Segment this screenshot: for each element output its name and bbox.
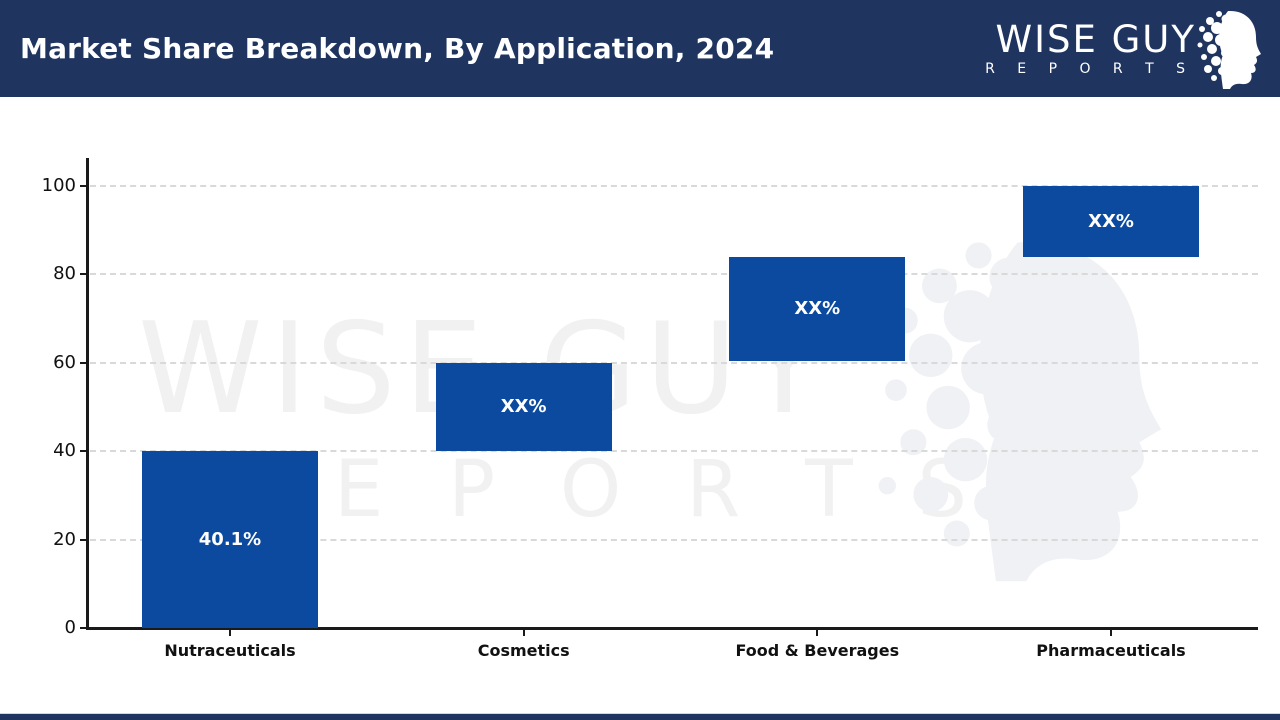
x-tick-mark — [816, 628, 819, 636]
y-tick-mark — [80, 361, 88, 364]
y-tick-label: 0 — [64, 617, 76, 638]
gridline — [90, 185, 1258, 187]
logo-wordmark-line2: R E P O R T S — [985, 61, 1194, 77]
logo-wordmark-line1: WISE GUY — [995, 18, 1196, 61]
x-category-label: Nutraceuticals — [164, 641, 296, 660]
bar-nutraceuticals: 40.1% — [142, 450, 318, 628]
y-tick-mark — [80, 538, 88, 541]
x-axis-line — [86, 627, 1258, 630]
bar-value-label: XX% — [794, 298, 841, 320]
y-tick-label: 60 — [53, 351, 76, 373]
logo-face-icon — [1197, 10, 1261, 89]
footer-bar — [0, 714, 1280, 720]
y-tick-mark — [80, 627, 88, 629]
gridline — [90, 273, 1258, 276]
y-tick-mark — [80, 450, 88, 453]
y-tick-mark — [80, 185, 88, 187]
x-category-label: Cosmetics — [477, 641, 570, 660]
bar-pharmaceuticals: XX% — [1023, 186, 1199, 258]
x-tick-mark — [229, 628, 231, 636]
y-axis-line — [86, 158, 89, 630]
x-category-label: Food & Beverages — [735, 641, 900, 660]
x-category-label: Pharmaceuticals — [1036, 641, 1186, 660]
watermark-subtext: R E P O R T S — [215, 445, 988, 535]
y-tick-label: 40 — [53, 440, 76, 462]
x-tick-mark — [1110, 628, 1112, 636]
y-tick-label: 20 — [53, 528, 76, 550]
bar-value-label: 40.1% — [198, 528, 262, 550]
header-bar: Market Share Breakdown, By Application, … — [0, 0, 1280, 97]
bar-cosmetics: XX% — [435, 362, 612, 452]
y-tick-label: 100 — [41, 175, 76, 196]
y-tick-mark — [80, 273, 88, 276]
watermark-face-icon — [878, 242, 1162, 582]
bar-value-label: XX% — [500, 396, 547, 418]
logo-wordmark: WISE GUY R E P O R T S — [985, 21, 1196, 77]
y-tick-label: 80 — [53, 263, 76, 285]
wiseguy-logo: WISE GUY R E P O R T S — [985, 6, 1268, 92]
gridline — [90, 361, 1258, 364]
chart-area: WISE GUY R E P O R T S 0 20 40 60 80 100 40.1%… — [0, 97, 1280, 714]
x-tick-mark — [522, 628, 525, 636]
gridline — [90, 450, 1258, 453]
gridline — [90, 538, 1258, 541]
bar-value-label: XX% — [1088, 211, 1134, 233]
footer-divider — [0, 713, 1280, 714]
page-title: Market Share Breakdown, By Application, … — [20, 32, 775, 65]
bar-food-beverages: XX% — [729, 257, 906, 361]
